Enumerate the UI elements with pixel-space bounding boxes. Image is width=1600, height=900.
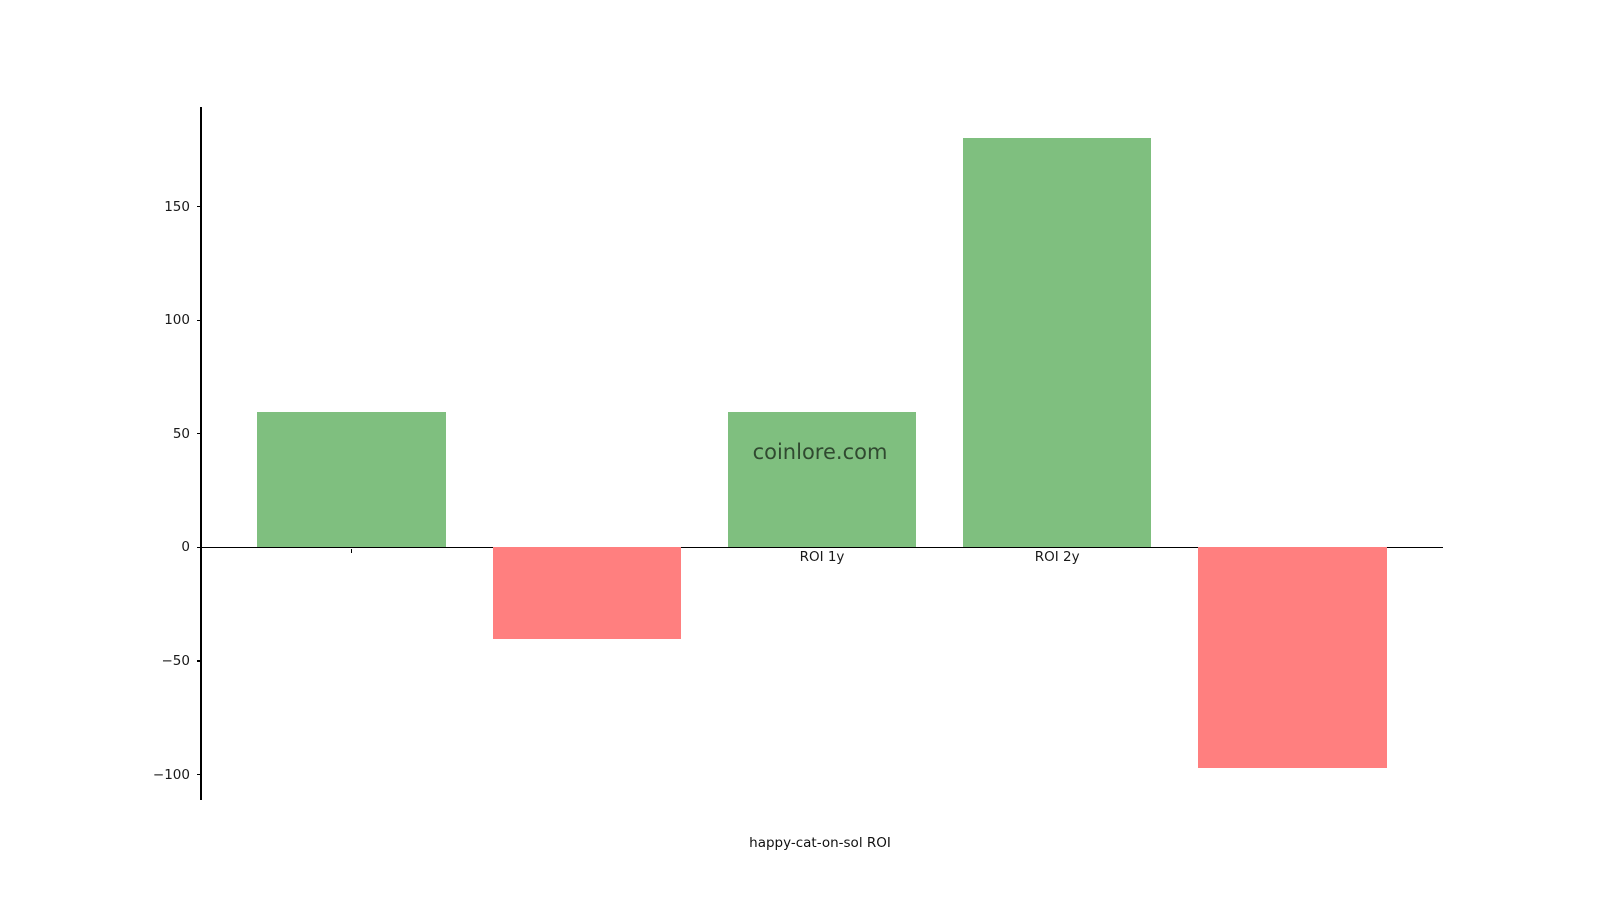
watermark-text: coinlore.com xyxy=(752,440,888,464)
x-tick-mark xyxy=(350,548,353,553)
y-tick-mark xyxy=(197,774,201,776)
y-tick-label: 100 xyxy=(164,312,190,329)
y-tick-mark xyxy=(197,546,201,549)
bar-0 xyxy=(257,411,446,548)
x-tick-label: ROI 2y xyxy=(1034,548,1080,565)
y-tick-mark xyxy=(197,205,201,208)
chart-title: happy-cat-on-sol ROI xyxy=(749,835,891,851)
bar-4 xyxy=(1198,547,1387,769)
y-tick-label: 150 xyxy=(164,198,190,215)
bar-2 xyxy=(727,411,917,548)
y-tick-label: −100 xyxy=(152,766,190,783)
x-axis-line xyxy=(201,547,1443,549)
bar-1 xyxy=(492,547,681,640)
bar-3 xyxy=(963,138,1152,548)
y-tick-label: 0 xyxy=(181,539,190,556)
y-axis-line xyxy=(200,107,202,800)
y-tick-label: −50 xyxy=(161,653,191,670)
y-tick-label: 50 xyxy=(172,425,190,442)
y-tick-mark xyxy=(197,433,201,435)
y-tick-mark xyxy=(197,660,201,662)
y-tick-mark xyxy=(197,319,201,321)
x-tick-label: ROI 1y xyxy=(799,548,845,565)
